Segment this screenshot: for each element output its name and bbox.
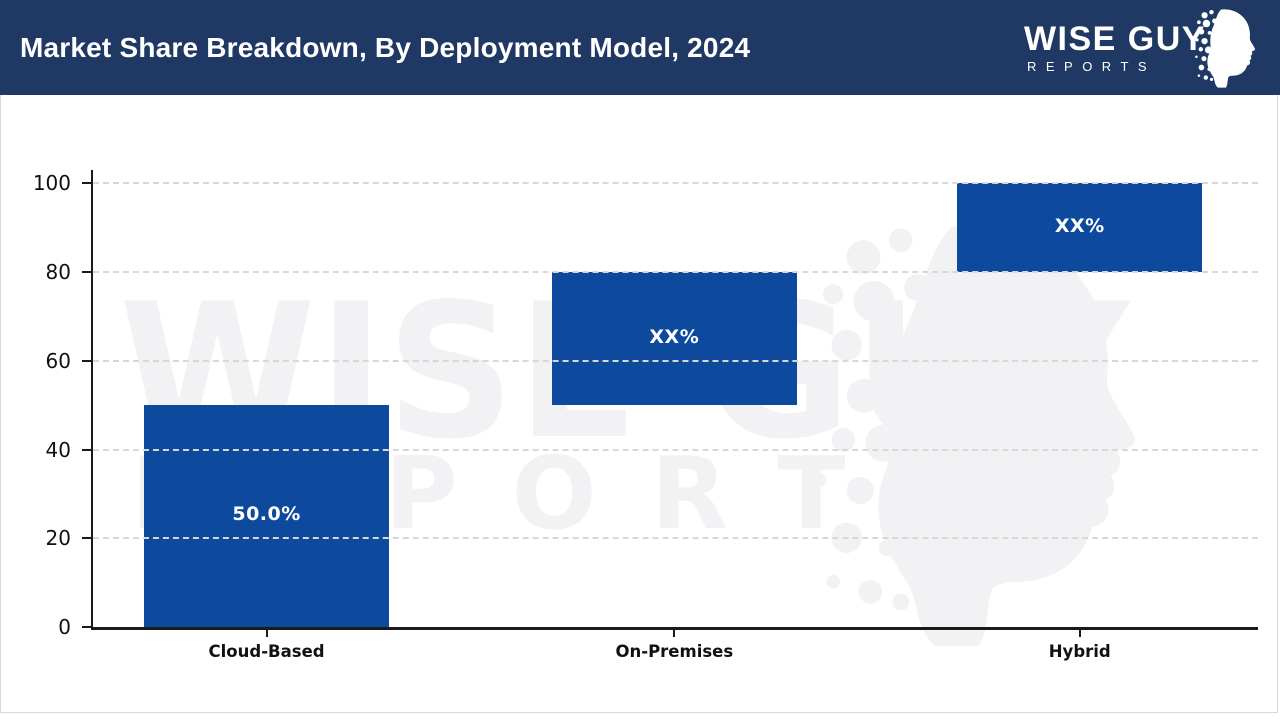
y-axis-tick: [82, 448, 91, 451]
logo-text: WISE GUY REPORTS: [1024, 22, 1206, 73]
bar-cloud-based: 50.0%: [144, 405, 390, 627]
bar-hybrid: XX%: [957, 183, 1203, 273]
bar-on-premises: XX%: [551, 272, 797, 406]
y-axis-tick: [82, 626, 91, 628]
chart-card: WISE GUY REPORTS 02040608010050.0%XX%XX%…: [0, 95, 1278, 713]
y-axis-tick: [82, 182, 91, 185]
wise-guy-reports-logo: WISE GUY REPORTS: [1024, 7, 1258, 89]
gridline: [93, 271, 1258, 274]
x-axis-category-label: On-Premises: [615, 642, 734, 661]
chart-title: Market Share Breakdown, By Deployment Mo…: [20, 31, 751, 63]
plot-area: 0 20 40 60 80 100 50.0% XX% XX% Cloud-Based On-Pre…: [33, 170, 1258, 661]
bar-value-label: 50.0%: [232, 503, 301, 526]
x-axis-category-label: Cloud-Based: [208, 642, 325, 661]
y-axis-tick-label: 80: [45, 260, 71, 285]
x-axis-tick: [265, 630, 268, 637]
y-axis-tick-label: 20: [45, 526, 71, 551]
header-bar: Market Share Breakdown, By Deployment Mo…: [0, 0, 1280, 95]
gridline: [93, 182, 1258, 185]
gridline: [93, 537, 1258, 540]
gridline: [93, 359, 1258, 362]
y-axis-tick-label: 60: [45, 348, 71, 373]
logo-secondary-text: REPORTS: [1026, 59, 1157, 74]
x-axis-category-label: Hybrid: [1048, 642, 1111, 661]
y-axis-tick: [82, 537, 91, 540]
y-axis-tick: [82, 271, 91, 274]
x-axis-tick: [1078, 630, 1081, 637]
y-axis-tick-label: 40: [45, 437, 71, 462]
bar-value-label: XX%: [1054, 214, 1105, 237]
bar-value-label: XX%: [649, 325, 700, 348]
logo-face-icon: [1195, 8, 1255, 88]
y-axis-tick: [82, 359, 91, 362]
y-axis-tick-label: 100: [32, 171, 71, 196]
gridline: [93, 448, 1258, 451]
x-axis-tick: [673, 630, 676, 637]
y-axis-tick-label: 0: [58, 615, 71, 639]
logo-primary-text: WISE GUY: [1023, 20, 1206, 58]
